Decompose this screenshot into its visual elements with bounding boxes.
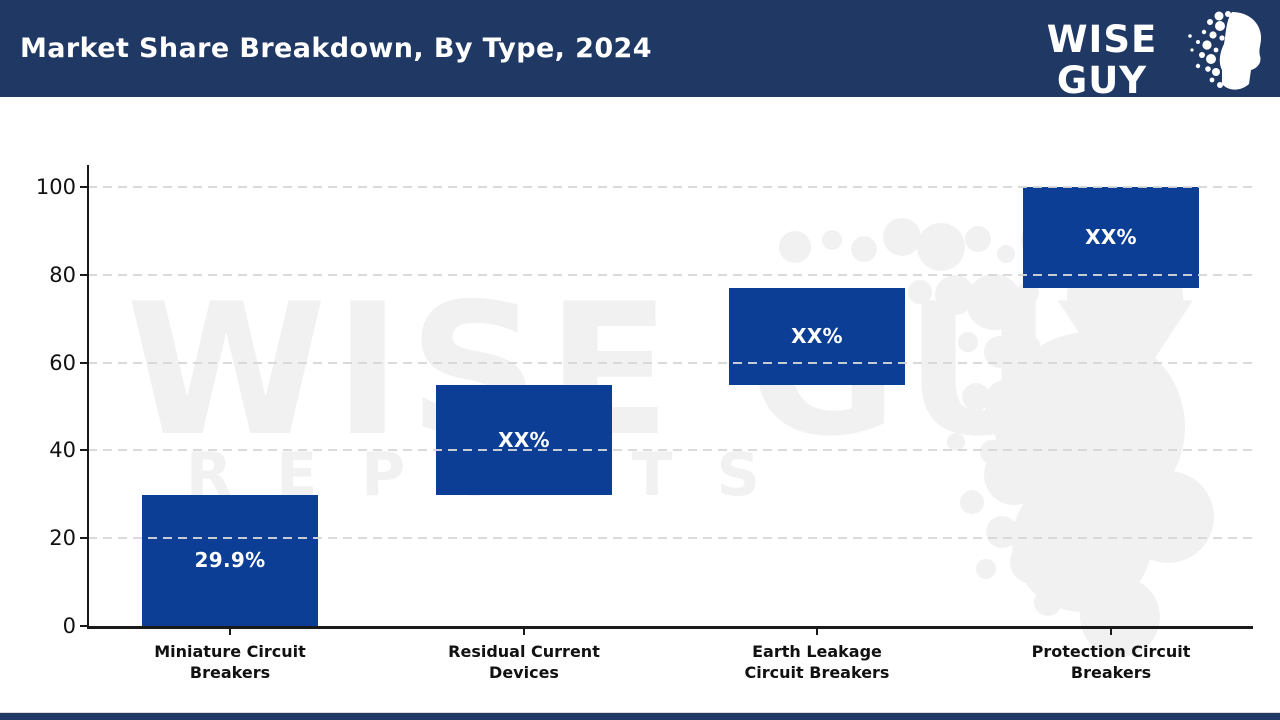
bar: XX% [436,384,612,495]
gridline [88,361,1256,364]
category-label: Earth Leakage Circuit Breakers [744,642,890,683]
logo-wordmark: WISE GUY [1046,18,1158,102]
logo-text: WISE GUY REPORTS [1016,18,1188,119]
y-axis-tick-label: 60 [49,350,76,375]
y-axis-line [87,165,89,628]
gridline [88,537,1256,540]
category-tick [1110,628,1112,635]
category-label: Residual Current Devices [448,642,600,683]
wise-guy-reports-logo: WISE GUY REPORTS [1016,6,1266,118]
y-axis-tick [80,537,88,540]
y-axis-tick-label: 80 [49,262,76,287]
y-axis-tick [80,186,88,188]
face-profile-dots-icon [1188,11,1262,90]
y-axis-tick-label: 20 [49,526,76,551]
category-tick [229,628,231,635]
y-axis-tick-label: 100 [35,175,76,199]
chart-plot-area: WISE GUY REPORTS [0,97,1280,714]
bottom-navy-strip [0,713,1280,720]
bottom-hairline [0,712,1280,713]
y-axis-tick [80,361,88,364]
bar-value-label: XX% [1085,225,1137,250]
watermark-wordmark: WISE GUY [126,264,1199,476]
header-bar: Market Share Breakdown, By Type, 2024 WI… [0,0,1280,118]
y-axis-tick [80,449,88,452]
logo-subtitle: REPORTS [1044,103,1166,119]
category-tick [523,628,525,635]
gridline [88,273,1256,276]
gridline [88,186,1256,188]
category-label: Protection Circuit Breakers [1031,642,1191,683]
y-axis-tick-label: 0 [62,614,76,638]
page-title: Market Share Breakdown, By Type, 2024 [20,33,652,64]
bar-value-label: XX% [498,427,550,452]
gridline [88,449,1256,452]
y-axis-tick-label: 40 [49,438,76,463]
y-axis-tick [80,625,88,627]
y-axis-tick [80,273,88,276]
bar: 29.9% [142,494,318,626]
bar-value-label: 29.9% [194,548,266,573]
bar-value-label: XX% [791,324,843,349]
x-axis-line [87,626,1253,629]
category-tick [816,628,818,635]
bar: XX% [729,287,905,385]
category-label: Miniature Circuit Breakers [154,642,306,683]
